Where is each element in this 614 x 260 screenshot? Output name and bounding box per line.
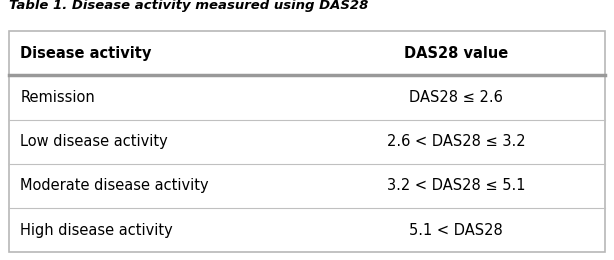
Text: Low disease activity: Low disease activity — [20, 134, 168, 149]
Text: Table 1. Disease activity measured using DAS28: Table 1. Disease activity measured using… — [9, 0, 368, 12]
Text: Remission: Remission — [20, 90, 95, 105]
Text: 2.6 < DAS28 ≤ 3.2: 2.6 < DAS28 ≤ 3.2 — [387, 134, 525, 149]
Text: DAS28 value: DAS28 value — [404, 46, 508, 61]
Text: Disease activity: Disease activity — [20, 46, 152, 61]
Text: DAS28 ≤ 2.6: DAS28 ≤ 2.6 — [409, 90, 503, 105]
Text: 5.1 < DAS28: 5.1 < DAS28 — [409, 223, 503, 238]
Text: High disease activity: High disease activity — [20, 223, 173, 238]
Text: 3.2 < DAS28 ≤ 5.1: 3.2 < DAS28 ≤ 5.1 — [387, 178, 525, 193]
Bar — [9, 31, 605, 252]
Text: Moderate disease activity: Moderate disease activity — [20, 178, 209, 193]
